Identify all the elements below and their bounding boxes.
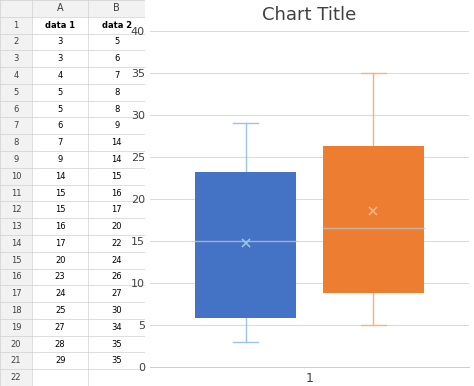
Text: 2: 2 xyxy=(13,37,18,46)
Bar xyxy=(0,0,32,386)
Text: 14: 14 xyxy=(55,172,65,181)
Text: 14: 14 xyxy=(11,239,21,248)
Text: 23: 23 xyxy=(55,273,65,281)
Text: 20: 20 xyxy=(111,222,122,231)
Text: data 2: data 2 xyxy=(101,21,132,30)
Text: 14: 14 xyxy=(111,138,122,147)
Text: 1: 1 xyxy=(13,21,18,30)
Text: 25: 25 xyxy=(55,306,65,315)
Text: 5: 5 xyxy=(57,88,63,97)
Text: B: B xyxy=(113,3,120,14)
Text: 8: 8 xyxy=(114,88,119,97)
Text: 26: 26 xyxy=(111,273,122,281)
Text: 3: 3 xyxy=(57,37,63,46)
Text: 35: 35 xyxy=(111,356,122,365)
Text: 17: 17 xyxy=(111,205,122,214)
Text: 14: 14 xyxy=(111,155,122,164)
Text: 27: 27 xyxy=(111,289,122,298)
Text: 9: 9 xyxy=(13,155,18,164)
Text: 27: 27 xyxy=(55,323,65,332)
Text: data 1: data 1 xyxy=(45,21,75,30)
Bar xyxy=(0,0,145,17)
Text: 16: 16 xyxy=(55,222,65,231)
Text: 4: 4 xyxy=(13,71,18,80)
Text: 6: 6 xyxy=(114,54,119,63)
Text: 22: 22 xyxy=(111,239,122,248)
Text: 16: 16 xyxy=(10,273,21,281)
Text: 10: 10 xyxy=(11,172,21,181)
Bar xyxy=(323,146,424,293)
Text: 7: 7 xyxy=(57,138,63,147)
Text: 15: 15 xyxy=(11,256,21,265)
Text: 3: 3 xyxy=(57,54,63,63)
Text: 7: 7 xyxy=(114,71,119,80)
Text: 11: 11 xyxy=(11,188,21,198)
Text: 19: 19 xyxy=(11,323,21,332)
Text: 13: 13 xyxy=(10,222,21,231)
Text: 16: 16 xyxy=(111,188,122,198)
Text: 7: 7 xyxy=(13,121,18,130)
Text: 9: 9 xyxy=(114,121,119,130)
Bar xyxy=(195,171,296,318)
Text: 5: 5 xyxy=(114,37,119,46)
Text: 17: 17 xyxy=(55,239,65,248)
Text: 18: 18 xyxy=(10,306,21,315)
Text: 24: 24 xyxy=(55,289,65,298)
Text: 22: 22 xyxy=(11,373,21,382)
Text: 20: 20 xyxy=(11,340,21,349)
Text: 9: 9 xyxy=(57,155,63,164)
Text: 35: 35 xyxy=(111,340,122,349)
Text: 24: 24 xyxy=(111,256,122,265)
Text: 6: 6 xyxy=(57,121,63,130)
Text: 15: 15 xyxy=(55,188,65,198)
Text: 5: 5 xyxy=(57,105,63,113)
Text: A: A xyxy=(57,3,64,14)
Text: 17: 17 xyxy=(10,289,21,298)
Text: 8: 8 xyxy=(114,105,119,113)
Text: 34: 34 xyxy=(111,323,122,332)
Text: 3: 3 xyxy=(13,54,18,63)
Title: Chart Title: Chart Title xyxy=(263,6,356,24)
Text: 21: 21 xyxy=(11,356,21,365)
Text: 28: 28 xyxy=(55,340,65,349)
Text: 4: 4 xyxy=(57,71,63,80)
Text: 30: 30 xyxy=(111,306,122,315)
Text: 8: 8 xyxy=(13,138,18,147)
Text: 6: 6 xyxy=(13,105,18,113)
Text: 15: 15 xyxy=(55,205,65,214)
Text: 5: 5 xyxy=(13,88,18,97)
Text: 29: 29 xyxy=(55,356,65,365)
Text: 20: 20 xyxy=(55,256,65,265)
Text: 15: 15 xyxy=(111,172,122,181)
Text: 12: 12 xyxy=(11,205,21,214)
